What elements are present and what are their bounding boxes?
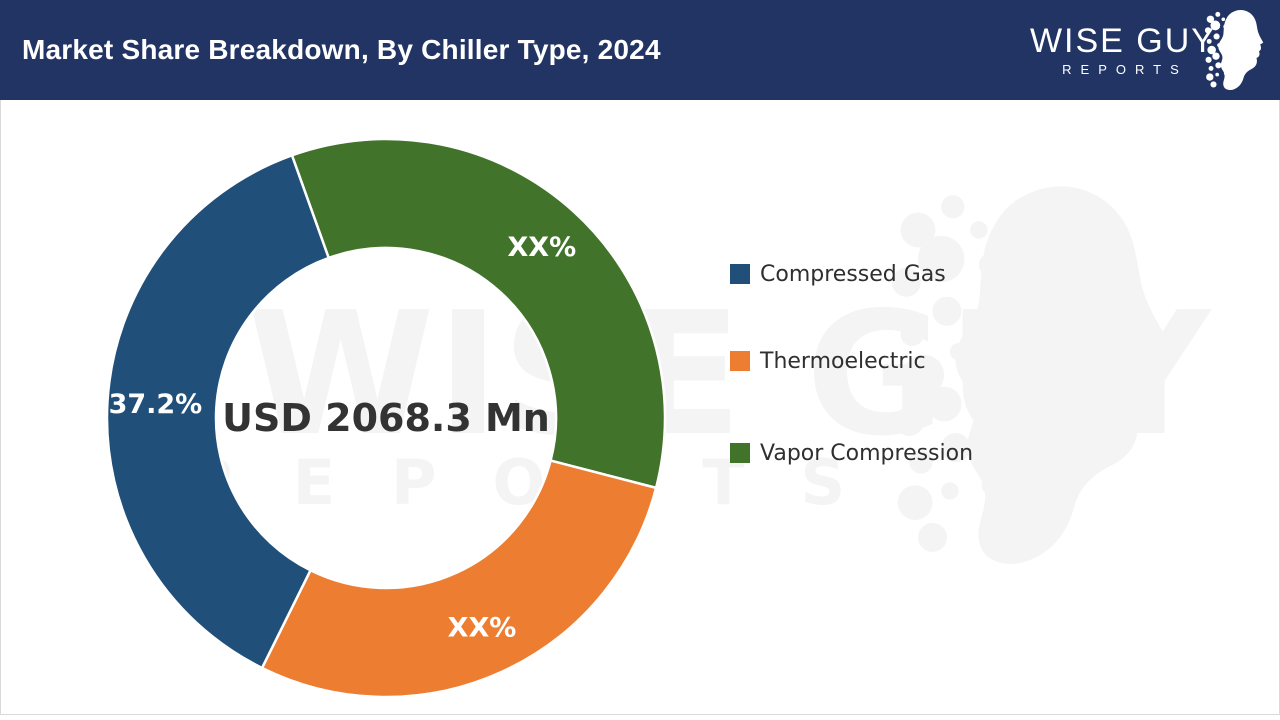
page-title: Market Share Breakdown, By Chiller Type,…: [22, 34, 661, 65]
legend-swatch-vapor-compression: [730, 443, 750, 463]
donut-segment-thermoelectric: [260, 459, 658, 699]
legend-label: Thermoelectric: [760, 348, 926, 374]
header-bar: Market Share Breakdown, By Chiller Type,…: [0, 0, 1280, 100]
segment-percentage-label: 37.2%: [109, 389, 203, 420]
chart-canvas: WISE GUY REPORTS XX%XX%37.2% USD 2068.3 …: [0, 100, 1280, 715]
logo-subtitle: REPORTS: [1062, 62, 1188, 77]
segment-percentage-label: XX%: [507, 232, 576, 263]
legend-label: Vapor Compression: [760, 440, 974, 466]
logo-face-icon: [1204, 7, 1266, 93]
donut-segment-vapor-compression: [290, 137, 667, 490]
chart-center-total: USD 2068.3 Mn: [222, 396, 550, 440]
legend-item-compressed-gas: Compressed Gas: [730, 260, 946, 288]
segment-percentage-label: XX%: [448, 613, 517, 644]
wise-guy-reports-logo: WISE GUY REPORTS: [1030, 7, 1266, 93]
donut-chart: XX% XX% 37.2%: [105, 137, 667, 699]
legend-swatch-compressed-gas: [730, 264, 750, 284]
watermark-face-icon: [889, 172, 1179, 578]
legend-label: Compressed Gas: [760, 261, 946, 287]
legend-swatch-thermoelectric: [730, 351, 750, 371]
logo-wordmark: WISE GUY: [1029, 22, 1216, 60]
legend-item-thermoelectric: Thermoelectric: [730, 347, 926, 375]
donut-segment-compressed-gas: [105, 154, 330, 670]
legend-item-vapor-compression: Vapor Compression: [730, 439, 973, 467]
